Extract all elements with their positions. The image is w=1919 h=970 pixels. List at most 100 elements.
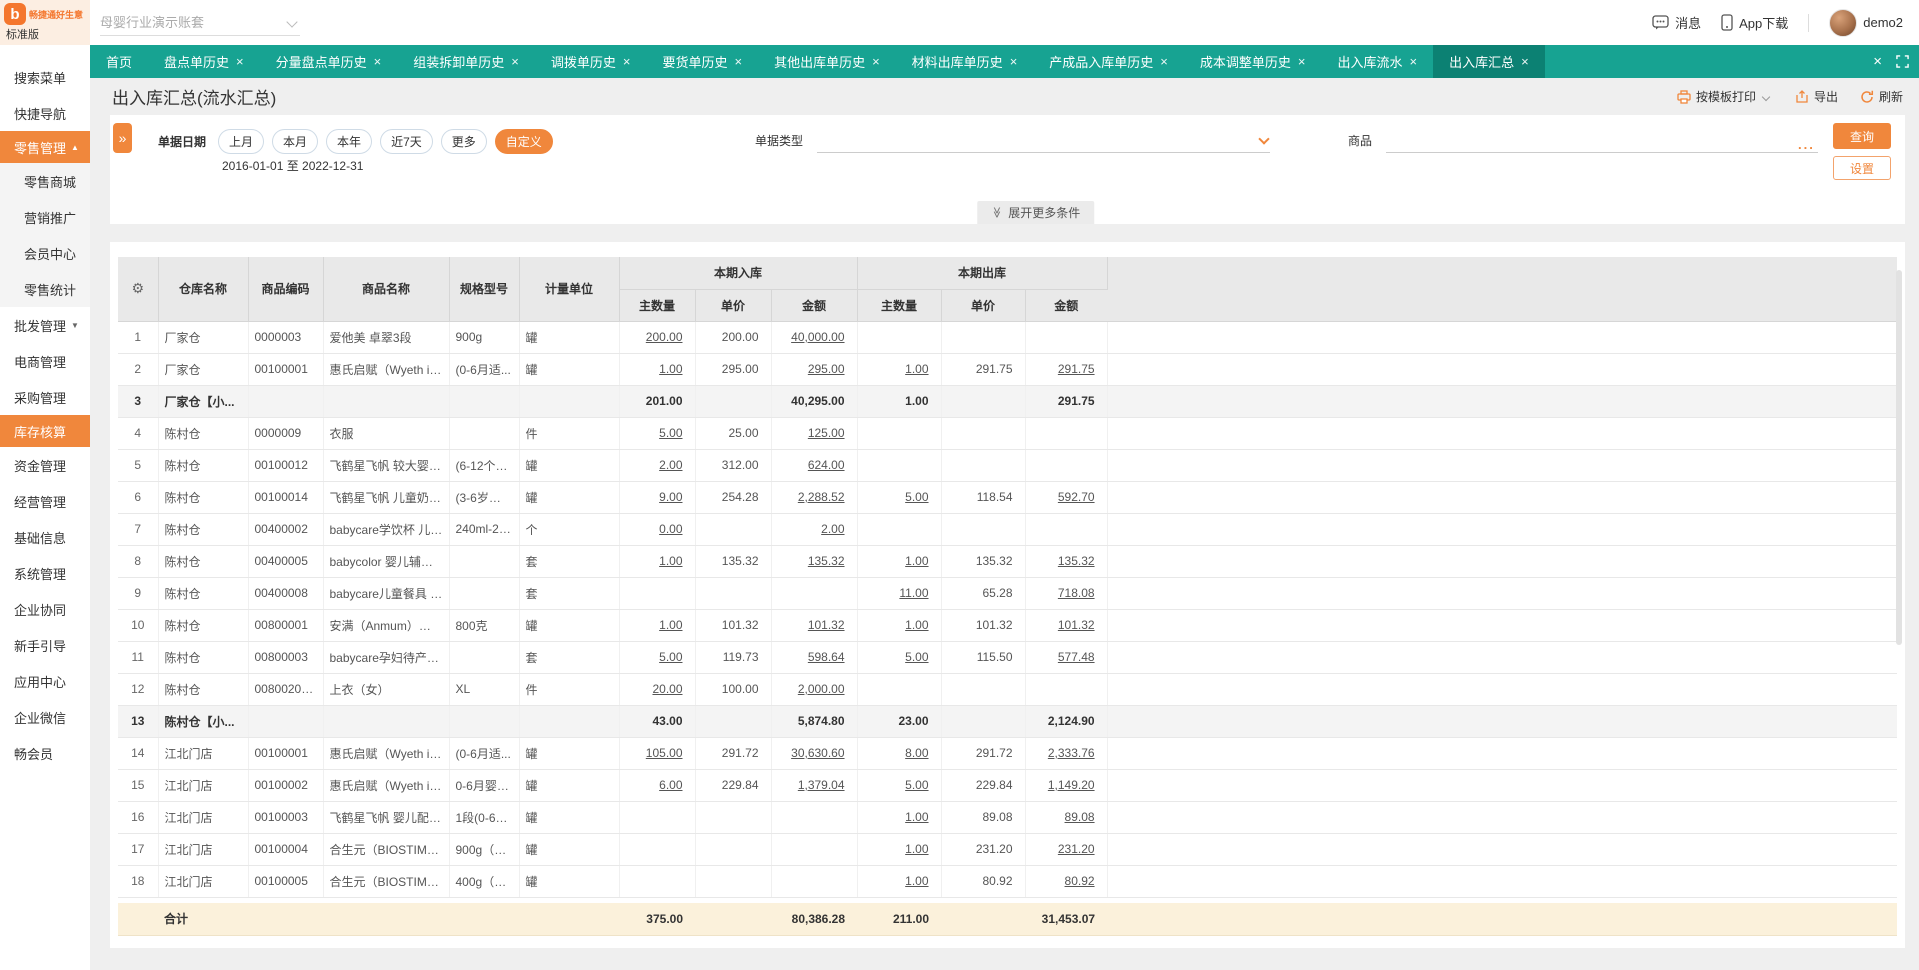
tab[interactable]: 首页 [90, 45, 148, 78]
value-link[interactable]: 1.00 [905, 362, 929, 376]
export-button[interactable]: 导出 [1795, 88, 1838, 105]
sidebar-subitem[interactable]: 零售统计 [24, 282, 77, 298]
tab-close-icon[interactable]: × [1009, 54, 1018, 69]
value-link[interactable]: 1,149.20 [1047, 778, 1095, 792]
tab[interactable]: 出入库流水 × [1322, 45, 1434, 78]
date-pill[interactable]: 近7天 [380, 129, 433, 154]
tab[interactable]: 材料出库单历史 × [896, 45, 1034, 78]
tab[interactable]: 成本调整单历史 × [1184, 45, 1322, 78]
value-link[interactable]: 11.00 [899, 586, 929, 600]
product-input[interactable] [1386, 129, 1818, 153]
tab[interactable]: 分量盘点单历史 × [260, 45, 398, 78]
value-link[interactable]: 5.00 [659, 650, 683, 664]
sidebar-item[interactable]: 批发管理 ▼ [0, 307, 90, 343]
tab-close-icon[interactable]: × [373, 54, 382, 69]
tab[interactable]: 其他出库单历史 × [758, 45, 896, 78]
sidebar-item[interactable]: 经营管理 [0, 483, 90, 519]
value-link[interactable]: 1.00 [659, 554, 683, 568]
tab[interactable]: 要货单历史 × [646, 45, 758, 78]
value-link[interactable]: 6.00 [659, 778, 683, 792]
tab-close-icon[interactable]: × [1521, 54, 1529, 69]
value-link[interactable]: 200.00 [645, 330, 683, 344]
sidebar-item[interactable]: 畅会员 [0, 735, 90, 771]
value-link[interactable]: 1.00 [905, 554, 929, 568]
value-link[interactable]: 0.00 [659, 522, 683, 536]
tab[interactable]: 组装拆卸单历史 × [397, 45, 535, 78]
date-pill[interactable]: 本年 [326, 129, 373, 154]
date-range-value[interactable]: 2016-01-01 至 2022-12-31 [222, 159, 364, 173]
sidebar-item[interactable]: 企业协同 [0, 591, 90, 627]
tab[interactable]: 调拨单历史 × [535, 45, 647, 78]
value-link[interactable]: 89.08 [1064, 810, 1095, 824]
value-link[interactable]: 1.00 [659, 618, 683, 632]
date-pill[interactable]: 本月 [272, 129, 319, 154]
messages-button[interactable]: 消息 [1652, 13, 1701, 32]
value-link[interactable]: 1.00 [905, 810, 929, 824]
date-pill-custom[interactable]: 自定义 [494, 129, 553, 154]
value-link[interactable]: 105.00 [645, 746, 683, 760]
value-link[interactable]: 30,630.60 [791, 746, 845, 760]
value-link[interactable]: 5.00 [905, 778, 929, 792]
settings-button[interactable]: 设置 [1833, 156, 1891, 180]
value-link[interactable]: 125.00 [807, 426, 845, 440]
value-link[interactable]: 80.92 [1064, 874, 1095, 888]
tab[interactable]: 盘点单历史 × [148, 45, 260, 78]
sidebar-item[interactable]: 新手引导 [0, 627, 90, 663]
expand-more-conditions-button[interactable]: ≫ 展开更多条件 [976, 201, 1095, 224]
value-link[interactable]: 577.48 [1057, 650, 1095, 664]
value-link[interactable]: 2.00 [821, 522, 845, 536]
refresh-button[interactable]: 刷新 [1860, 88, 1903, 105]
tab-close-icon[interactable]: × [1409, 54, 1418, 69]
value-link[interactable]: 101.32 [1057, 618, 1095, 632]
account-select[interactable]: 母婴行业演示账套 [100, 8, 300, 36]
sidebar-item[interactable]: 企业微信 [0, 699, 90, 735]
value-link[interactable]: 295.00 [807, 362, 845, 376]
sidebar-subitem[interactable]: 会员中心 [24, 246, 77, 262]
value-link[interactable]: 2,333.76 [1047, 746, 1095, 760]
tab-close-icon[interactable]: × [1160, 54, 1168, 69]
sidebar-item[interactable]: 电商管理 [0, 343, 90, 379]
app-download-button[interactable]: App下载 [1721, 13, 1788, 32]
sidebar-item[interactable]: 快捷导航 [0, 95, 90, 131]
value-link[interactable]: 291.75 [1057, 362, 1095, 376]
value-link[interactable]: 5.00 [905, 650, 929, 664]
tab-close-icon[interactable]: × [622, 54, 631, 69]
collapse-filters-button[interactable]: » [113, 123, 132, 153]
sidebar-item[interactable]: 库存核算 [0, 415, 90, 447]
close-all-tabs-icon[interactable]: × [1873, 53, 1882, 70]
tab-close-icon[interactable]: × [236, 54, 244, 69]
value-link[interactable]: 598.64 [807, 650, 845, 664]
sidebar-subitem[interactable]: 零售商城 [24, 174, 77, 190]
value-link[interactable]: 1.00 [905, 842, 929, 856]
value-link[interactable]: 5.00 [659, 426, 683, 440]
sidebar-item[interactable]: 搜索菜单 [0, 59, 90, 95]
value-link[interactable]: 40,000.00 [791, 330, 845, 344]
sidebar-item[interactable]: 资金管理 [0, 447, 90, 483]
tab[interactable]: 产成品入库单历史 × [1033, 45, 1184, 78]
user-menu[interactable]: demo2 [1829, 8, 1903, 37]
gear-icon[interactable]: ⚙ [131, 280, 145, 297]
sidebar-item[interactable]: 应用中心 [0, 663, 90, 699]
fullscreen-icon[interactable] [1896, 55, 1909, 68]
date-pill[interactable]: 上月 [218, 129, 265, 154]
value-link[interactable]: 1.00 [659, 362, 683, 376]
value-link[interactable]: 2.00 [659, 458, 683, 472]
value-link[interactable]: 8.00 [905, 746, 929, 760]
sidebar-item[interactable]: 零售管理 ▲ [0, 131, 90, 163]
value-link[interactable]: 1.00 [905, 874, 929, 888]
value-link[interactable]: 231.20 [1057, 842, 1095, 856]
vertical-scrollbar[interactable] [1896, 270, 1902, 645]
sidebar-item[interactable]: 采购管理 [0, 379, 90, 415]
value-link[interactable]: 2,288.52 [797, 490, 845, 504]
date-pill[interactable]: 更多 [440, 129, 487, 154]
search-button[interactable]: 查询 [1833, 123, 1891, 149]
tab[interactable]: 出入库汇总 × [1433, 45, 1545, 78]
value-link[interactable]: 592.70 [1057, 490, 1095, 504]
value-link[interactable]: 624.00 [807, 458, 845, 472]
value-link[interactable]: 718.08 [1057, 586, 1095, 600]
sidebar-item[interactable]: 基础信息 [0, 519, 90, 555]
sidebar-subitem[interactable]: 营销推广 [24, 210, 77, 226]
value-link[interactable]: 135.32 [1057, 554, 1095, 568]
value-link[interactable]: 1.00 [905, 618, 929, 632]
value-link[interactable]: 20.00 [652, 682, 683, 696]
